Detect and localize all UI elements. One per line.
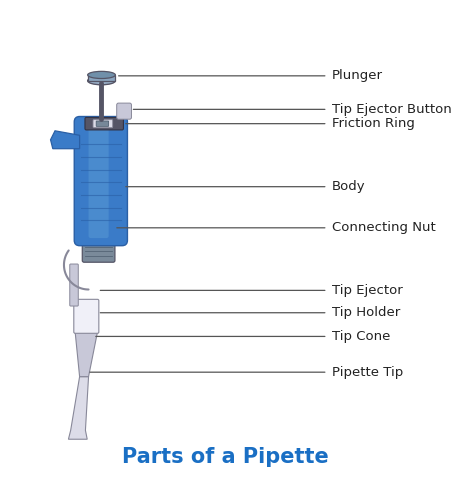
Text: Tip Ejector: Tip Ejector (332, 284, 403, 297)
FancyBboxPatch shape (85, 117, 123, 130)
Text: Body: Body (332, 180, 366, 193)
Polygon shape (68, 377, 89, 439)
Polygon shape (88, 75, 115, 81)
FancyBboxPatch shape (93, 120, 113, 128)
Text: Friction Ring: Friction Ring (332, 117, 415, 130)
Text: Plunger: Plunger (332, 69, 383, 82)
Ellipse shape (88, 71, 115, 78)
Ellipse shape (88, 77, 115, 85)
Text: Tip Holder: Tip Holder (332, 306, 401, 319)
FancyBboxPatch shape (82, 238, 115, 262)
FancyBboxPatch shape (74, 299, 99, 333)
Text: Tip Ejector Button: Tip Ejector Button (332, 103, 452, 116)
FancyBboxPatch shape (117, 103, 131, 119)
Text: Pipette Tip: Pipette Tip (332, 366, 403, 379)
Polygon shape (51, 131, 80, 149)
FancyBboxPatch shape (74, 117, 128, 245)
Polygon shape (75, 332, 98, 377)
FancyBboxPatch shape (70, 264, 78, 306)
FancyBboxPatch shape (96, 121, 109, 126)
Text: Tip Cone: Tip Cone (332, 330, 391, 343)
Text: Parts of a Pipette: Parts of a Pipette (121, 447, 328, 467)
FancyBboxPatch shape (89, 124, 109, 238)
Text: Connecting Nut: Connecting Nut (332, 221, 436, 234)
